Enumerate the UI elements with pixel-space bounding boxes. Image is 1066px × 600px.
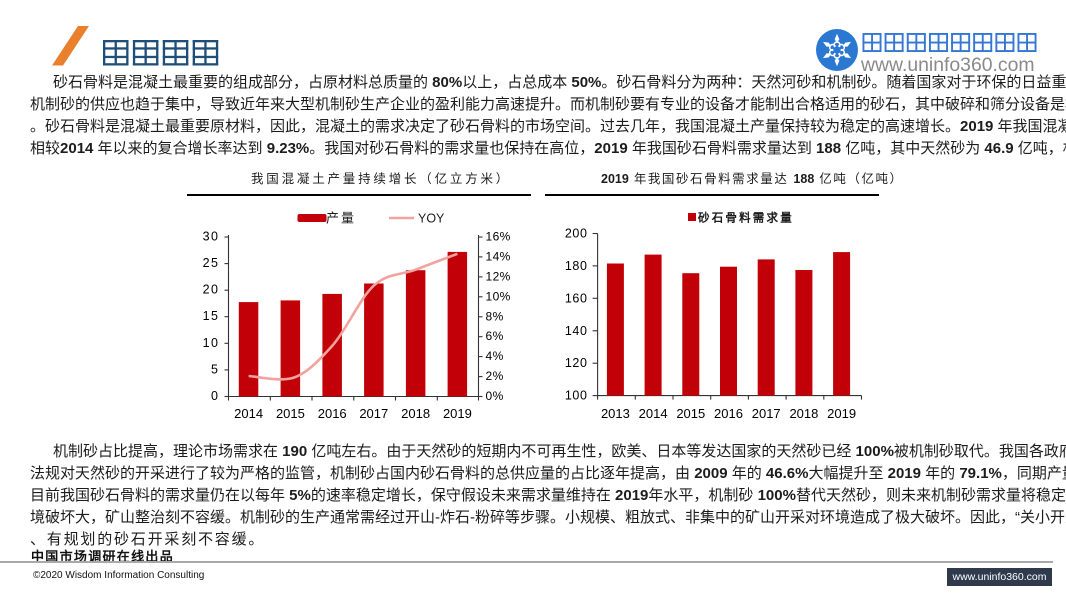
svg-text:120: 120 <box>565 356 588 370</box>
svg-text:14%: 14% <box>486 249 511 263</box>
svg-text:2019: 2019 <box>443 406 472 420</box>
svg-text:180: 180 <box>565 259 588 273</box>
svg-text:100: 100 <box>565 389 588 403</box>
svg-text:140: 140 <box>565 324 588 338</box>
svg-text:6%: 6% <box>486 329 504 343</box>
svg-text:15: 15 <box>203 309 220 323</box>
svg-text:YOY: YOY <box>418 212 445 226</box>
svg-text:2019: 2019 <box>827 406 856 420</box>
svg-text:0%: 0% <box>486 389 504 403</box>
svg-text:砂石骨料需求量: 砂石骨料需求量 <box>698 211 794 225</box>
svg-text:2015: 2015 <box>676 406 705 420</box>
svg-text:2014: 2014 <box>234 406 263 420</box>
svg-text:25: 25 <box>203 256 220 270</box>
svg-text:2017: 2017 <box>752 406 781 420</box>
svg-text:2016: 2016 <box>714 406 743 420</box>
svg-text:4%: 4% <box>486 349 504 363</box>
svg-text:20: 20 <box>203 283 220 297</box>
svg-text:0: 0 <box>211 389 219 403</box>
svg-text:10: 10 <box>203 336 220 350</box>
svg-text:10%: 10% <box>486 289 511 303</box>
svg-text:16%: 16% <box>486 230 511 244</box>
svg-text:160: 160 <box>565 291 588 305</box>
svg-text:8%: 8% <box>486 309 504 323</box>
svg-text:2018: 2018 <box>401 406 430 420</box>
svg-text:2013: 2013 <box>601 406 630 420</box>
svg-text:200: 200 <box>565 227 588 241</box>
svg-text:2018: 2018 <box>789 406 818 420</box>
svg-text:2016: 2016 <box>318 406 347 420</box>
svg-text:2%: 2% <box>486 369 504 383</box>
svg-text:2015: 2015 <box>276 406 305 420</box>
svg-text:12%: 12% <box>486 269 511 283</box>
svg-text:30: 30 <box>203 230 220 244</box>
svg-text:5: 5 <box>211 362 219 376</box>
svg-text:2014: 2014 <box>639 406 668 420</box>
svg-text:2017: 2017 <box>359 406 388 420</box>
svg-text:产量: 产量 <box>326 211 356 226</box>
